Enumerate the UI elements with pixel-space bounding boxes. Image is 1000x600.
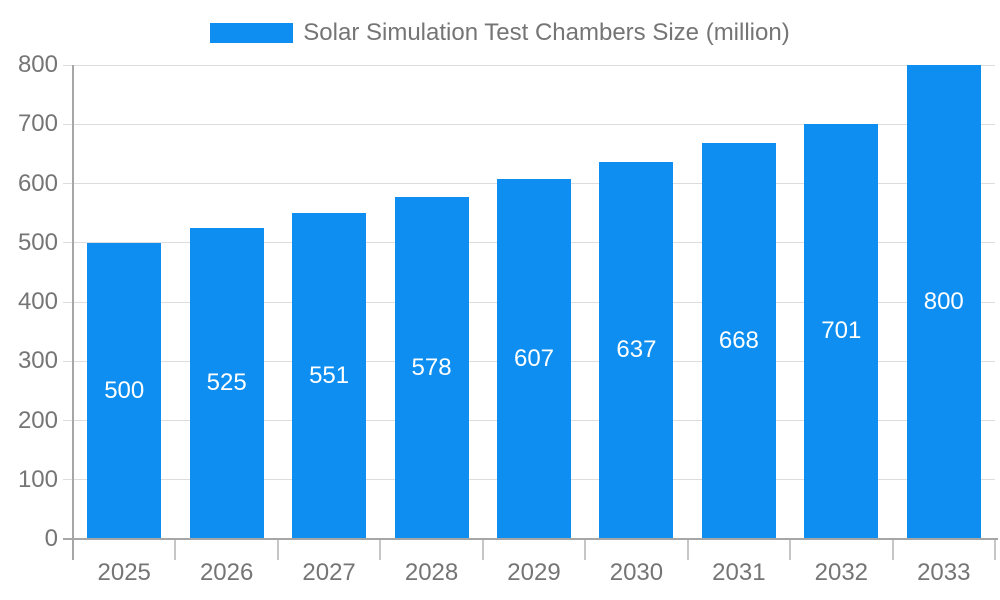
bar-value-label: 607 [513,345,555,373]
y-axis-label: 200 [17,406,58,434]
bar-2033[interactable]: 800 [906,65,981,539]
bar-value-label: 525 [206,369,247,397]
bar-2031[interactable]: 668 [701,143,776,539]
bar-2032[interactable]: 701 [804,123,879,539]
x-axis-label-2033: 2033 [917,559,971,586]
bar-2026[interactable]: 525 [189,227,264,539]
bar-value-label: 701 [821,317,862,345]
x-axis-label-2030: 2030 [609,559,664,586]
bar-value-label: 500 [104,376,145,404]
y-axis-line [72,65,74,560]
bar-value-label: 800 [923,288,964,315]
x-axis-label-2031: 2031 [712,559,766,586]
y-axis-label: 700 [17,110,58,138]
y-axis-label: 300 [17,347,58,375]
bar-2030[interactable]: 637 [599,161,674,539]
legend-label: Solar Simulation Test Chambers Size (mil… [303,19,790,46]
bar-2029[interactable]: 607 [497,179,571,539]
legend[interactable]: Solar Simulation Test Chambers Size (mil… [0,19,1000,47]
bar-2028[interactable]: 578 [394,196,469,539]
x-axis-tick [686,539,689,560]
x-axis-tick [174,539,177,560]
x-axis-tick [994,539,996,560]
y-axis-label: 0 [44,525,58,552]
gridline-y-700 [63,123,995,125]
x-axis-tick [789,539,792,560]
y-axis-label: 800 [17,51,58,78]
x-axis-tick [379,539,382,560]
x-axis-tick [481,539,484,560]
x-axis-label-2026: 2026 [199,559,254,586]
y-axis-label: 500 [17,228,58,256]
bar-value-label: 637 [616,336,657,364]
x-axis-label-2029: 2029 [507,559,561,586]
x-axis-tick [276,539,279,560]
bar-2027[interactable]: 551 [292,212,367,539]
x-axis-label-2027: 2027 [302,559,356,586]
x-axis-tick [584,539,587,560]
x-axis-label-2032: 2032 [814,559,869,586]
y-axis-label: 400 [17,288,58,315]
bar-2025[interactable]: 500 [87,242,162,539]
bar-value-label: 578 [411,353,452,381]
y-axis-label: 100 [17,465,58,493]
bar-value-label: 551 [309,361,350,389]
x-axis-label-2028: 2028 [404,559,459,586]
y-axis-label: 600 [17,169,58,197]
bar-value-label: 668 [718,327,759,355]
x-axis-tick [891,539,894,560]
x-axis-line [63,538,998,540]
x-axis-label-2025: 2025 [97,559,151,586]
legend-swatch-icon [210,23,294,43]
gridline-y-800 [63,64,995,66]
